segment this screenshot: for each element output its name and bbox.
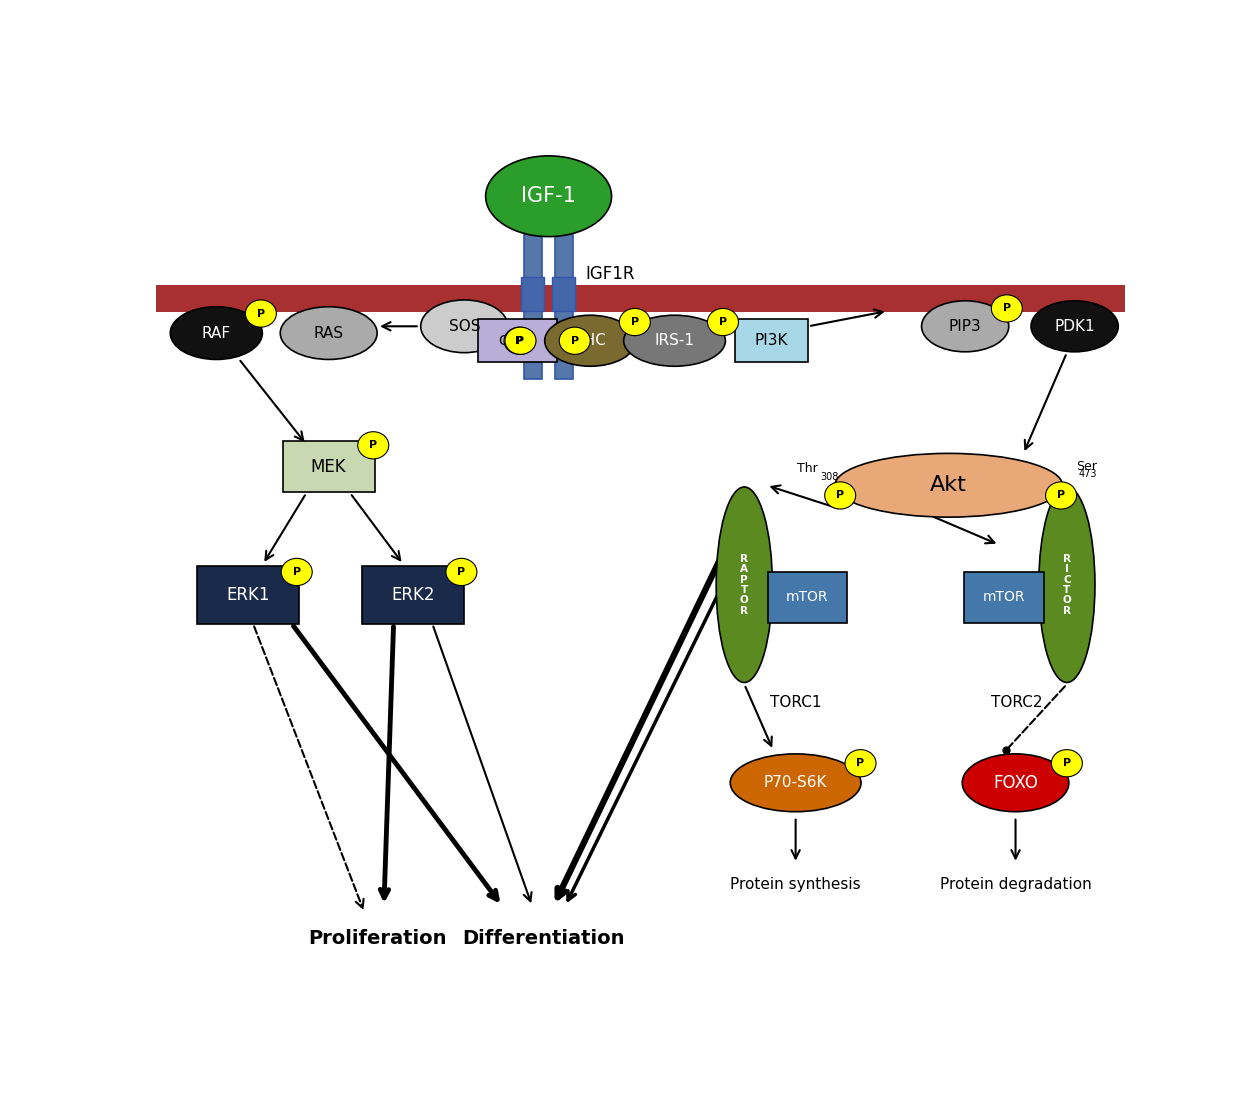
Text: Ser: Ser — [1076, 459, 1098, 473]
Ellipse shape — [545, 316, 636, 367]
Text: Thr: Thr — [798, 463, 818, 475]
Circle shape — [707, 308, 739, 336]
Text: P: P — [516, 336, 525, 346]
Text: 473: 473 — [1079, 469, 1098, 479]
Circle shape — [845, 750, 876, 777]
Circle shape — [357, 432, 389, 459]
Text: FOXO: FOXO — [992, 774, 1038, 792]
FancyBboxPatch shape — [520, 277, 544, 311]
Text: ERK2: ERK2 — [391, 586, 435, 604]
Ellipse shape — [730, 754, 861, 811]
Text: SHC: SHC — [574, 333, 606, 348]
Text: PI3K: PI3K — [755, 333, 789, 348]
Text: P: P — [1062, 758, 1071, 768]
Text: P: P — [515, 336, 524, 346]
Text: Proliferation: Proliferation — [308, 928, 446, 948]
Text: Differentiation: Differentiation — [462, 928, 625, 948]
FancyBboxPatch shape — [198, 566, 299, 624]
Text: P: P — [369, 440, 378, 450]
Ellipse shape — [962, 754, 1069, 811]
Ellipse shape — [1039, 487, 1095, 682]
FancyBboxPatch shape — [768, 572, 848, 623]
Circle shape — [991, 295, 1022, 322]
Text: TORC2: TORC2 — [991, 694, 1042, 710]
Circle shape — [1045, 481, 1076, 509]
Text: P: P — [856, 758, 865, 768]
Ellipse shape — [1031, 300, 1119, 352]
Text: mTOR: mTOR — [982, 591, 1025, 605]
Text: MEK: MEK — [311, 457, 346, 476]
Text: P70-S6K: P70-S6K — [764, 775, 828, 790]
Bar — [156, 285, 1125, 311]
Circle shape — [504, 327, 535, 354]
Circle shape — [1051, 750, 1082, 777]
Text: P: P — [836, 490, 844, 500]
Text: RAF: RAF — [201, 326, 231, 341]
Circle shape — [446, 559, 478, 585]
Text: R
A
P
T
O
R: R A P T O R — [740, 554, 749, 616]
FancyBboxPatch shape — [478, 319, 558, 362]
FancyBboxPatch shape — [282, 442, 375, 492]
Text: P: P — [256, 308, 265, 319]
Text: 308: 308 — [820, 471, 839, 481]
FancyBboxPatch shape — [555, 231, 572, 379]
Text: IGF-1: IGF-1 — [521, 187, 576, 206]
Text: P: P — [1003, 304, 1011, 314]
Ellipse shape — [835, 454, 1062, 517]
Ellipse shape — [716, 487, 772, 682]
FancyBboxPatch shape — [964, 572, 1044, 623]
Ellipse shape — [280, 307, 378, 360]
Text: Protein degradation: Protein degradation — [940, 878, 1091, 892]
FancyBboxPatch shape — [735, 319, 808, 362]
FancyBboxPatch shape — [551, 277, 575, 311]
Text: IRS-1: IRS-1 — [655, 333, 695, 348]
Text: PIP3: PIP3 — [949, 319, 981, 333]
Circle shape — [559, 327, 590, 354]
Text: IGF1R: IGF1R — [585, 265, 635, 283]
Text: Akt: Akt — [930, 475, 968, 496]
Ellipse shape — [921, 300, 1009, 352]
Text: Protein synthesis: Protein synthesis — [730, 878, 861, 892]
Ellipse shape — [170, 307, 262, 360]
Text: ERK1: ERK1 — [226, 586, 270, 604]
Text: mTOR: mTOR — [786, 591, 829, 605]
Text: P: P — [458, 567, 465, 577]
Text: P: P — [292, 567, 301, 577]
FancyBboxPatch shape — [362, 566, 464, 624]
Circle shape — [825, 481, 856, 509]
Circle shape — [245, 300, 276, 327]
Ellipse shape — [485, 156, 611, 236]
Text: R
I
C
T
O
R: R I C T O R — [1062, 554, 1071, 616]
Circle shape — [505, 327, 536, 354]
Text: P: P — [631, 317, 639, 327]
Text: RAS: RAS — [314, 326, 344, 341]
Circle shape — [619, 308, 650, 336]
Text: P: P — [1058, 490, 1065, 500]
Ellipse shape — [421, 300, 508, 352]
Text: TORC1: TORC1 — [770, 694, 821, 710]
Text: PDK1: PDK1 — [1054, 319, 1095, 333]
Text: SOS: SOS — [449, 319, 480, 333]
Text: Grb-2: Grb-2 — [498, 333, 538, 348]
Circle shape — [281, 559, 312, 585]
FancyBboxPatch shape — [525, 231, 541, 379]
Ellipse shape — [624, 316, 725, 367]
Text: P: P — [719, 317, 728, 327]
Text: P: P — [571, 336, 579, 346]
